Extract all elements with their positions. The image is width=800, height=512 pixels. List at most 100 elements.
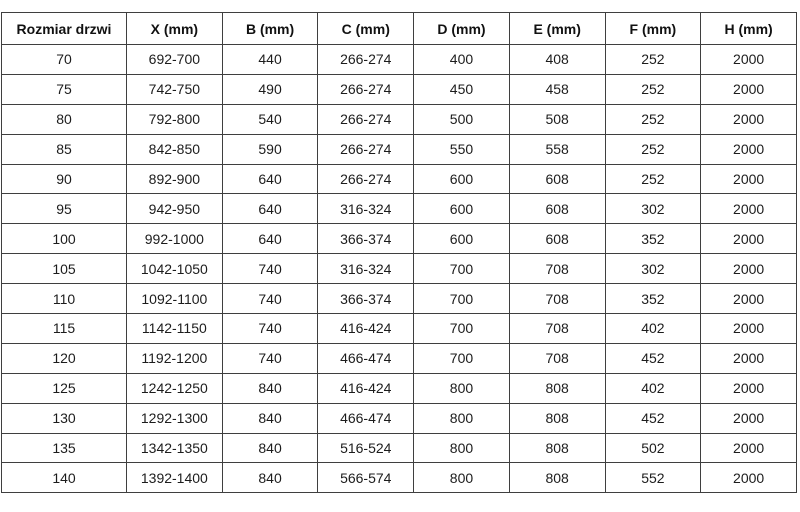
table-cell: 2000 [700,223,797,255]
table-cell: 2000 [700,372,797,404]
table-row: 125 1242-1250 840 416-424 800 808 402 2000 [1,372,797,404]
table-cell: 842-850 [126,133,223,165]
table-cell: 1092-1100 [126,283,223,315]
table-cell: 2000 [700,163,797,195]
table-cell: 252 [604,103,702,135]
table-cell: 600 [413,223,510,255]
table-cell: 500 [413,103,510,135]
table-cell: 252 [604,44,702,75]
table-row: 90 892-900 640 266-274 600 608 252 2000 [1,163,797,195]
table-cell: 708 [508,283,606,315]
table-cell: 840 [221,462,319,494]
table-cell: 552 [604,462,702,494]
column-header: F (mm) [604,12,702,45]
table-body: 70 692-700 440 266-274 400 408 252 2000 75 742-75… [1,44,797,494]
table-cell: 105 [1,253,127,285]
table-cell: 402 [604,372,702,404]
table-cell: 466-474 [317,402,415,434]
table-row: 95 942-950 640 316-324 600 608 302 2000 [1,193,797,225]
table-cell: 366-374 [317,223,415,255]
table-cell: 502 [604,432,702,464]
table-cell: 452 [604,402,702,434]
table-cell: 608 [508,223,606,255]
table-cell: 640 [221,223,319,255]
table-cell: 700 [413,313,510,344]
table-cell: 1042-1050 [126,253,223,285]
table-cell: 590 [221,133,319,165]
table-cell: 600 [413,193,510,225]
column-header: H (mm) [700,12,797,45]
table-header: Rozmiar drzwi X (mm) B (mm) C (mm) D (mm) E (… [1,12,797,45]
table-row: 75 742-750 490 266-274 450 458 252 2000 [1,73,797,105]
table-cell: 266-274 [317,133,415,165]
table-cell: 808 [508,372,606,404]
table-cell: 400 [413,44,510,75]
table-row: 70 692-700 440 266-274 400 408 252 2000 [1,44,797,75]
table-row: 85 842-850 590 266-274 550 558 252 2000 [1,133,797,165]
table-cell: 840 [221,402,319,434]
table-cell: 800 [413,462,510,494]
table-cell: 440 [221,44,319,75]
table-cell: 558 [508,133,606,165]
door-size-table: Rozmiar drzwi X (mm) B (mm) C (mm) D (mm) E (… [1,12,797,494]
table-cell: 2000 [700,283,797,315]
table-row: 105 1042-1050 740 316-324 700 708 302 2000 [1,253,797,285]
table-cell: 740 [221,253,319,285]
table-cell: 608 [508,193,606,225]
table-cell: 992-1000 [126,223,223,255]
table-cell: 808 [508,462,606,494]
table-cell: 95 [1,193,127,225]
table-cell: 302 [604,253,702,285]
table-cell: 2000 [700,73,797,105]
table-cell: 1392-1400 [126,462,223,494]
table-cell: 608 [508,163,606,195]
table-row: 135 1342-1350 840 516-524 800 808 502 2000 [1,432,797,464]
table-cell: 125 [1,372,127,404]
table-cell: 252 [604,133,702,165]
table-cell: 550 [413,133,510,165]
table-row: 100 992-1000 640 366-374 600 608 352 2000 [1,223,797,255]
table-cell: 516-524 [317,432,415,464]
table-cell: 2000 [700,253,797,285]
table-cell: 80 [1,103,127,135]
table-row: 80 792-800 540 266-274 500 508 252 2000 [1,103,797,135]
table-cell: 808 [508,402,606,434]
column-header: B (mm) [221,12,319,45]
header-row: Rozmiar drzwi X (mm) B (mm) C (mm) D (mm) E (… [1,12,797,45]
table-cell: 2000 [700,313,797,344]
table-cell: 2000 [700,462,797,494]
table-cell: 2000 [700,432,797,464]
table-cell: 416-424 [317,372,415,404]
table-cell: 792-800 [126,103,223,135]
table-cell: 700 [413,253,510,285]
table-cell: 115 [1,313,127,344]
table-cell: 85 [1,133,127,165]
table-cell: 566-574 [317,462,415,494]
table-cell: 266-274 [317,44,415,75]
table-cell: 840 [221,432,319,464]
table-cell: 540 [221,103,319,135]
table-cell: 740 [221,313,319,344]
table-cell: 302 [604,193,702,225]
column-header: Rozmiar drzwi [1,12,127,45]
table-row: 110 1092-1100 740 366-374 700 708 352 2000 [1,283,797,315]
table-cell: 402 [604,313,702,344]
table-row: 140 1392-1400 840 566-574 800 808 552 2000 [1,462,797,494]
table-cell: 1242-1250 [126,372,223,404]
table-cell: 266-274 [317,163,415,195]
table-cell: 2000 [700,193,797,225]
table-cell: 808 [508,432,606,464]
table-row: 115 1142-1150 740 416-424 700 708 402 2000 [1,313,797,344]
table-cell: 316-324 [317,253,415,285]
table-cell: 1342-1350 [126,432,223,464]
table-cell: 942-950 [126,193,223,225]
table-cell: 120 [1,342,127,374]
table-cell: 640 [221,193,319,225]
table-cell: 1142-1150 [126,313,223,344]
table-cell: 452 [604,342,702,374]
table-cell: 450 [413,73,510,105]
table-cell: 740 [221,283,319,315]
table-cell: 708 [508,313,606,344]
table-row: 130 1292-1300 840 466-474 800 808 452 2000 [1,402,797,434]
table-cell: 800 [413,432,510,464]
